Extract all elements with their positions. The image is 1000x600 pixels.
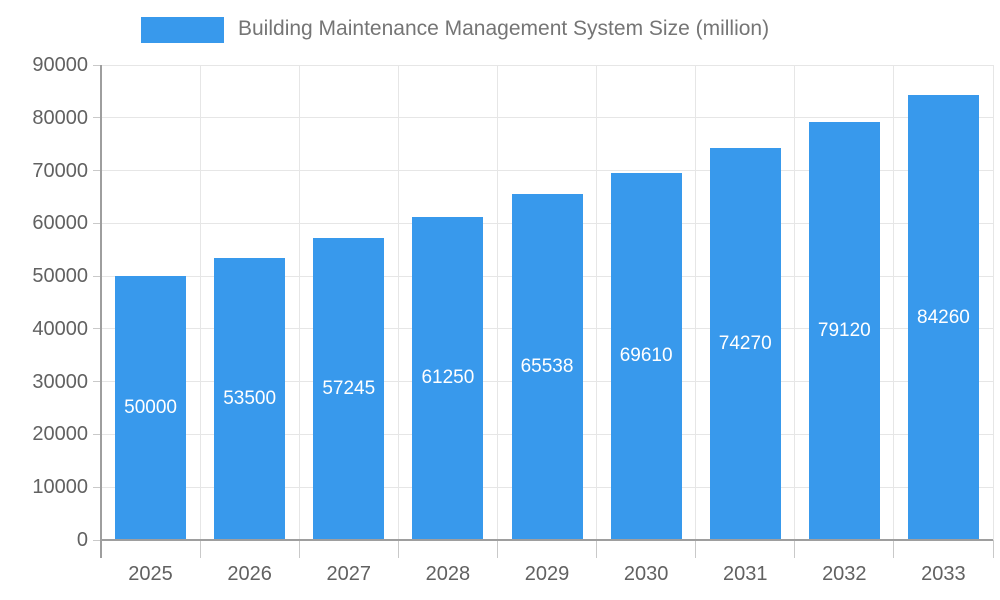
bar	[313, 237, 385, 540]
y-tick-label: 60000	[32, 212, 88, 235]
bar-value-label: 57245	[322, 377, 376, 399]
bar-value-label: 53500	[223, 387, 277, 409]
bar	[610, 172, 682, 540]
y-gridline	[101, 117, 993, 119]
x-gridline	[298, 65, 300, 540]
bar-value-label: 50000	[124, 397, 177, 419]
x-gridline	[199, 65, 201, 540]
y-tick	[93, 328, 101, 330]
x-tick	[893, 540, 895, 558]
bar	[511, 194, 583, 540]
x-tick	[496, 540, 498, 558]
x-tick	[397, 540, 399, 558]
x-tick	[794, 540, 796, 558]
y-tick-label: 0	[76, 529, 88, 551]
y-tick-label: 50000	[32, 265, 88, 288]
y-tick	[93, 433, 101, 435]
x-tick-label: 2025	[128, 563, 173, 585]
x-tick-label: 2032	[822, 563, 867, 585]
x-tick	[596, 540, 598, 558]
y-tick	[93, 486, 101, 488]
bar-value-label: 69610	[619, 345, 673, 367]
x-tick	[695, 540, 697, 558]
legend-swatch	[141, 17, 224, 43]
y-tick-label: 70000	[32, 159, 88, 182]
x-tick-label: 2028	[425, 563, 471, 585]
x-gridline	[992, 65, 994, 540]
y-axis	[100, 65, 102, 558]
bar	[412, 216, 484, 540]
y-tick	[93, 539, 101, 541]
x-tick	[199, 540, 201, 558]
y-tick-label: 90000	[32, 54, 88, 76]
bar	[808, 122, 880, 540]
bar	[115, 276, 187, 540]
x-tick-label: 2029	[524, 563, 570, 585]
y-tick-label: 20000	[32, 423, 88, 446]
y-tick-label: 10000	[32, 476, 88, 499]
y-tick	[93, 64, 101, 66]
bar-value-label: 65538	[520, 356, 574, 378]
y-tick	[93, 222, 101, 224]
x-tick	[992, 540, 994, 558]
x-gridline	[893, 65, 895, 540]
x-tick	[298, 540, 300, 558]
x-tick-label: 2030	[623, 563, 669, 585]
y-tick	[93, 275, 101, 277]
bar-value-label: 61250	[421, 367, 475, 389]
legend-label: Building Maintenance Management System S…	[238, 17, 770, 40]
x-gridline	[695, 65, 697, 540]
x-gridline	[496, 65, 498, 540]
y-tick-label: 40000	[32, 317, 88, 340]
bar-value-label: 79120	[817, 320, 871, 342]
x-gridline	[397, 65, 399, 540]
x-gridline	[596, 65, 598, 540]
bar-value-label: 84260	[917, 306, 970, 328]
y-tick-label: 80000	[32, 106, 88, 129]
y-tick	[93, 117, 101, 119]
y-tick-label: 30000	[32, 370, 88, 393]
x-tick-label: 2031	[722, 563, 768, 585]
bar	[214, 257, 286, 540]
x-tick-label: 2033	[921, 563, 966, 585]
y-gridline	[101, 64, 993, 66]
x-tick-label: 2027	[326, 563, 372, 585]
bar-value-label: 74270	[718, 333, 772, 354]
y-tick	[93, 381, 101, 383]
x-tick-label: 2026	[227, 563, 272, 585]
x-gridline	[794, 65, 796, 540]
bar	[907, 95, 979, 540]
y-tick	[93, 170, 101, 172]
bar	[709, 148, 781, 540]
